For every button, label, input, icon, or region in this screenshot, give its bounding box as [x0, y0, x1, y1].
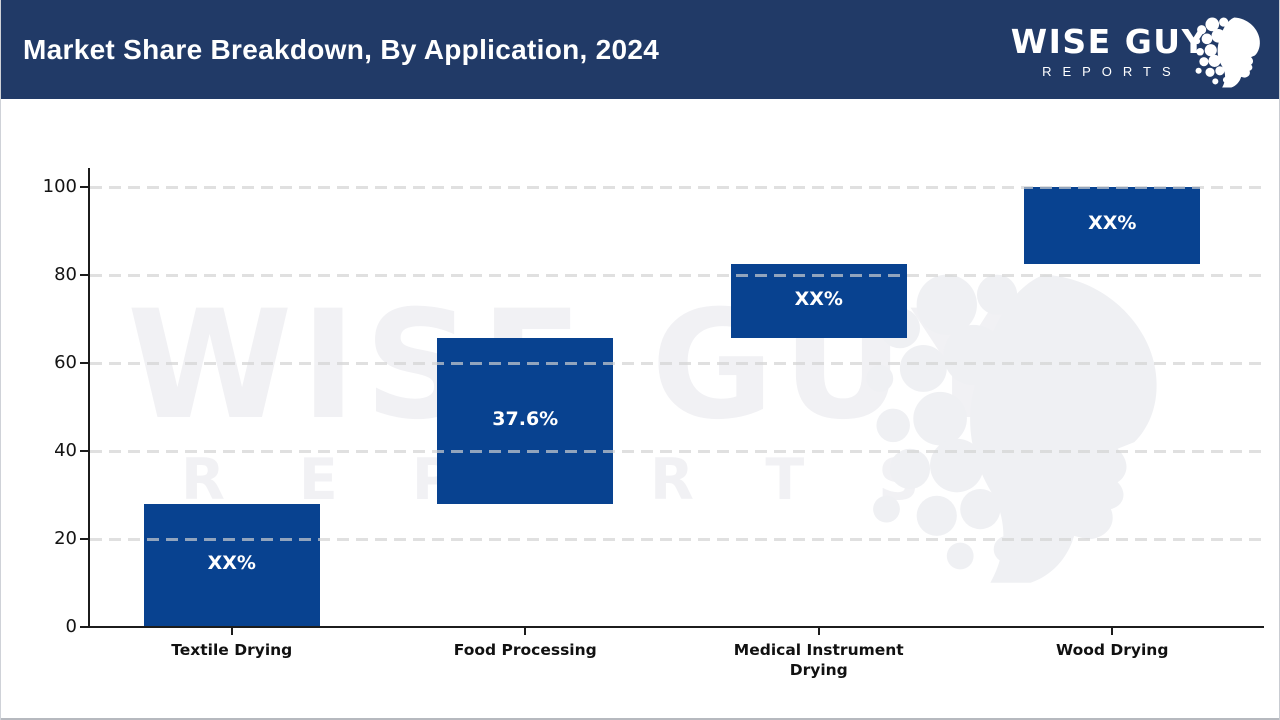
y-tick-label: 40 [54, 440, 77, 461]
y-tick-mark [80, 626, 88, 628]
x-category-label: Textile Drying [171, 641, 293, 659]
bar [437, 338, 614, 504]
y-tick-label: 20 [54, 528, 77, 549]
x-tick-mark [524, 628, 527, 635]
grid-line [90, 274, 1264, 277]
bar [143, 503, 320, 627]
x-tick-mark [230, 628, 233, 635]
logo-brand-name: WISE GUY [1010, 22, 1207, 61]
y-tick-mark [80, 538, 88, 540]
y-axis-line [88, 168, 90, 627]
wiseguy-head-icon [1191, 8, 1267, 94]
x-tick-mark [1111, 628, 1114, 635]
y-tick-label: 60 [54, 352, 77, 373]
wiseguy-logo: WISE GUY REPORTS [1011, 8, 1267, 94]
grid-line [90, 538, 1264, 541]
x-category-label: Wood Drying [1056, 641, 1169, 659]
x-category-label: Medical Instrument Drying [733, 641, 904, 680]
y-tick-mark [80, 362, 88, 364]
page-title: Market Share Breakdown, By Application, … [23, 33, 660, 65]
grid-line [90, 186, 1264, 189]
header-bar: Market Share Breakdown, By Application, … [1, 0, 1279, 99]
grid-line [90, 362, 1264, 365]
grid-line [90, 450, 1264, 453]
wiseguy-logo-text: WISE GUY REPORTS [1011, 22, 1207, 79]
chart-area: WISE GUY REPORTS 020406080100XX%Textile … [1, 99, 1279, 718]
x-tick-mark [817, 628, 820, 635]
footer-divider [1, 718, 1279, 720]
y-tick-mark [80, 274, 88, 276]
y-tick-mark [80, 450, 88, 452]
x-axis-line [88, 626, 1264, 628]
y-tick-label: 80 [54, 264, 77, 285]
y-tick-label: 0 [65, 616, 77, 637]
bar [1024, 187, 1201, 264]
bar-value-label: XX% [207, 552, 256, 575]
bar-value-label: XX% [1088, 212, 1137, 235]
y-tick-mark [80, 186, 88, 188]
bar-value-label: XX% [794, 287, 843, 310]
bar-value-label: 37.6% [492, 408, 559, 431]
y-tick-label: 100 [42, 176, 77, 197]
x-category-label: Food Processing [453, 641, 597, 659]
logo-brand-subtitle: REPORTS [1042, 64, 1182, 79]
